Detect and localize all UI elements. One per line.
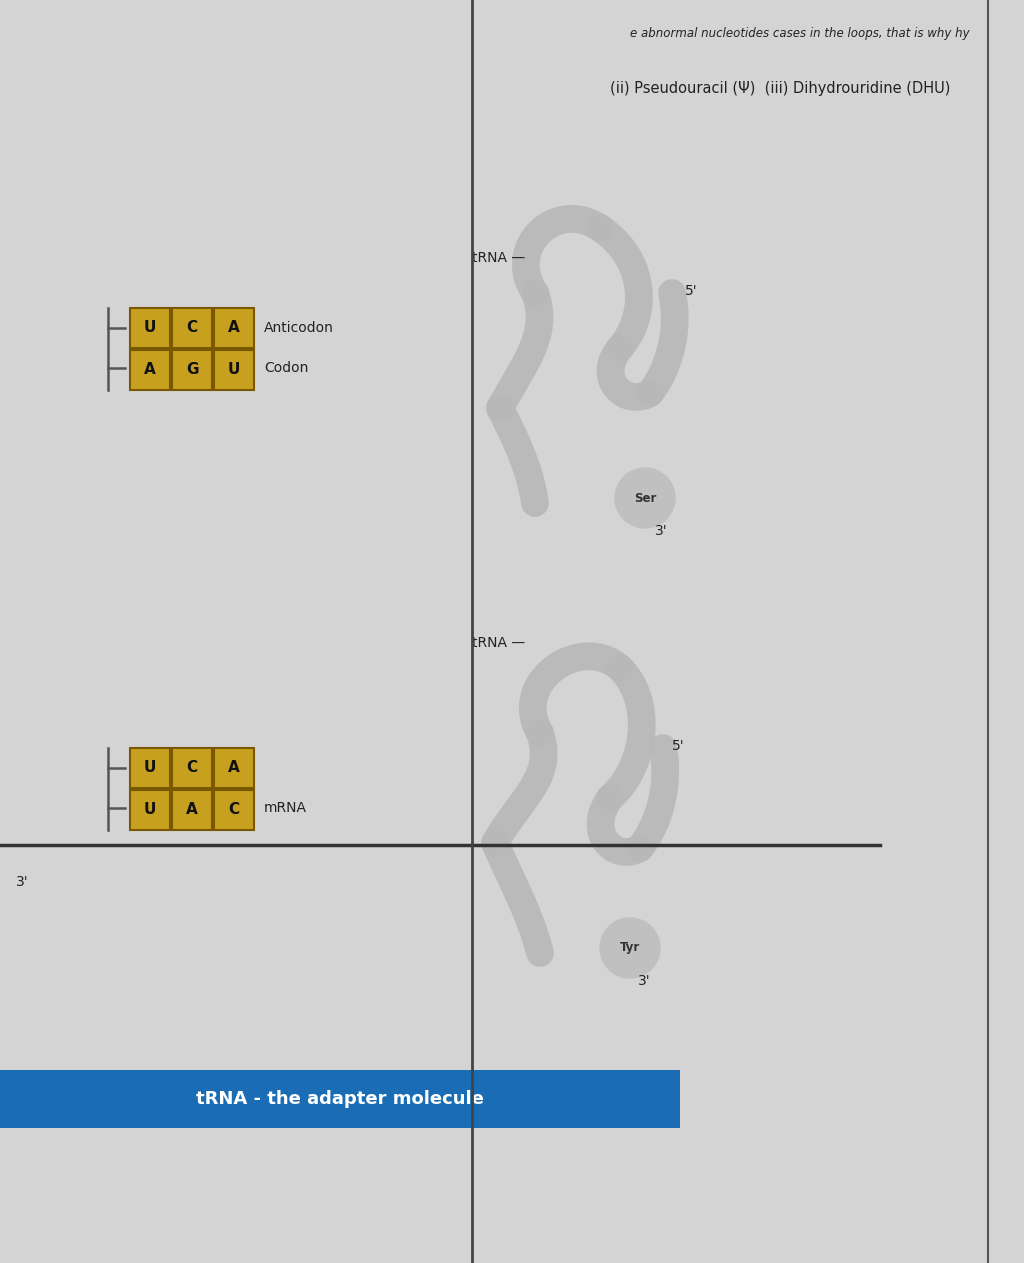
FancyBboxPatch shape	[214, 350, 254, 390]
FancyBboxPatch shape	[214, 748, 254, 788]
Text: 5': 5'	[685, 284, 697, 298]
Text: C: C	[186, 321, 198, 336]
FancyBboxPatch shape	[0, 1070, 680, 1128]
Text: U: U	[143, 802, 157, 817]
Text: tRNA —: tRNA —	[472, 637, 525, 650]
FancyBboxPatch shape	[172, 308, 212, 349]
Text: 3': 3'	[638, 974, 650, 988]
Text: Ser: Ser	[634, 491, 656, 504]
Text: A: A	[144, 362, 156, 378]
FancyBboxPatch shape	[130, 748, 170, 788]
FancyBboxPatch shape	[214, 789, 254, 830]
FancyBboxPatch shape	[172, 789, 212, 830]
Text: A: A	[186, 802, 198, 817]
Text: e abnormal nucleotides cases in the loops, that is why hy: e abnormal nucleotides cases in the loop…	[631, 27, 970, 39]
Text: Anticodon: Anticodon	[264, 321, 334, 335]
FancyBboxPatch shape	[130, 789, 170, 830]
FancyBboxPatch shape	[130, 350, 170, 390]
Circle shape	[615, 469, 675, 528]
Text: (ii) Pseudouracil (Ψ)  (iii) Dihydrouridine (DHU): (ii) Pseudouracil (Ψ) (iii) Dihydrouridi…	[609, 81, 950, 96]
Text: 3': 3'	[655, 524, 668, 538]
Text: tRNA - the adapter molecule: tRNA - the adapter molecule	[196, 1090, 484, 1108]
FancyBboxPatch shape	[172, 350, 212, 390]
Text: C: C	[186, 760, 198, 775]
Text: Codon: Codon	[264, 361, 308, 375]
FancyBboxPatch shape	[214, 308, 254, 349]
Text: Tyr: Tyr	[620, 941, 640, 955]
Text: U: U	[227, 362, 241, 378]
FancyBboxPatch shape	[172, 748, 212, 788]
Text: U: U	[143, 321, 157, 336]
Text: tRNA —: tRNA —	[472, 251, 525, 265]
Text: 3': 3'	[15, 875, 29, 889]
Text: A: A	[228, 321, 240, 336]
Text: U: U	[143, 760, 157, 775]
Circle shape	[600, 918, 660, 978]
Text: 5': 5'	[672, 739, 685, 753]
FancyBboxPatch shape	[130, 308, 170, 349]
Text: G: G	[185, 362, 199, 378]
Text: C: C	[228, 802, 240, 817]
Text: A: A	[228, 760, 240, 775]
Text: mRNA: mRNA	[264, 801, 307, 815]
